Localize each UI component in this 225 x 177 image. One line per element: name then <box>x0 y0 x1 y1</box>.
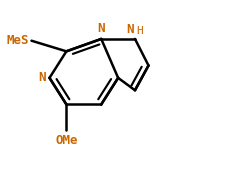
Text: OMe: OMe <box>55 134 78 147</box>
Text: N: N <box>126 23 134 36</box>
Text: N: N <box>97 22 105 35</box>
Text: N: N <box>39 71 46 84</box>
Text: MeS: MeS <box>7 34 29 47</box>
Text: H: H <box>136 26 143 36</box>
